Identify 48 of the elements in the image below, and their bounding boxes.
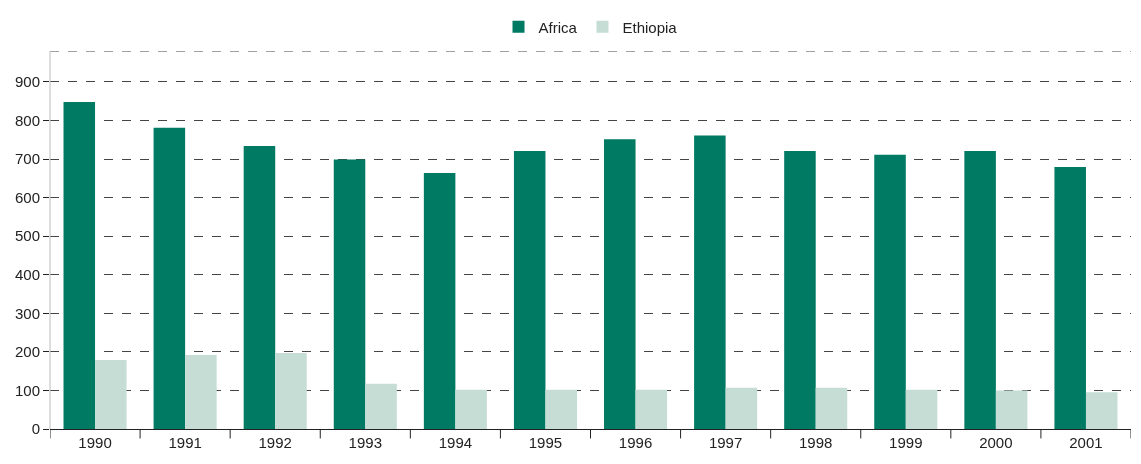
bar (725, 387, 758, 429)
bar (153, 127, 186, 429)
x-tick-label: 1997 (708, 434, 743, 451)
y-tick-label: 400 (14, 265, 40, 283)
bar (604, 139, 636, 429)
y-tick-label: 100 (14, 381, 40, 399)
bar (275, 353, 307, 429)
bar (63, 101, 96, 429)
x-tick-label: 1995 (528, 434, 563, 451)
x-tick-label: 1999 (889, 434, 923, 451)
y-tick-label: 300 (14, 304, 40, 322)
bar (545, 389, 577, 429)
bar (423, 172, 456, 429)
y-tick-label: 700 (14, 150, 40, 168)
y-tick-label: 200 (14, 343, 40, 361)
bar (365, 383, 397, 429)
bar (995, 390, 1028, 429)
bar (874, 154, 906, 429)
legend-label: Africa (538, 18, 578, 36)
y-tick-label: 500 (14, 227, 40, 245)
x-tick-label: 1996 (618, 434, 653, 451)
y-tick-label: 800 (14, 111, 40, 129)
bar (964, 150, 996, 429)
bar (815, 387, 848, 429)
bar (243, 145, 276, 429)
bar (784, 150, 816, 429)
bar (1085, 392, 1118, 429)
bar (1054, 167, 1086, 429)
bar (694, 135, 726, 429)
bar (513, 150, 546, 429)
legend-label: Ethiopia (622, 18, 678, 36)
x-tick-label: 2000 (979, 434, 1013, 451)
y-tick-label: 600 (14, 188, 40, 206)
bar (905, 389, 938, 429)
x-tick-label: 1994 (438, 434, 473, 451)
bar (635, 389, 668, 429)
x-tick-label: 1993 (348, 434, 382, 451)
y-tick-label: 900 (14, 73, 40, 91)
x-tick-label: 1992 (258, 434, 292, 451)
bar (333, 159, 366, 429)
x-tick-label: 1998 (799, 434, 833, 451)
x-tick-label: 1991 (168, 434, 202, 451)
bar (455, 389, 487, 429)
bar (95, 359, 127, 429)
x-tick-label: 1990 (78, 434, 112, 451)
x-tick-label: 2001 (1069, 434, 1103, 451)
bar (185, 354, 217, 429)
y-tick-label: 0 (31, 420, 40, 438)
